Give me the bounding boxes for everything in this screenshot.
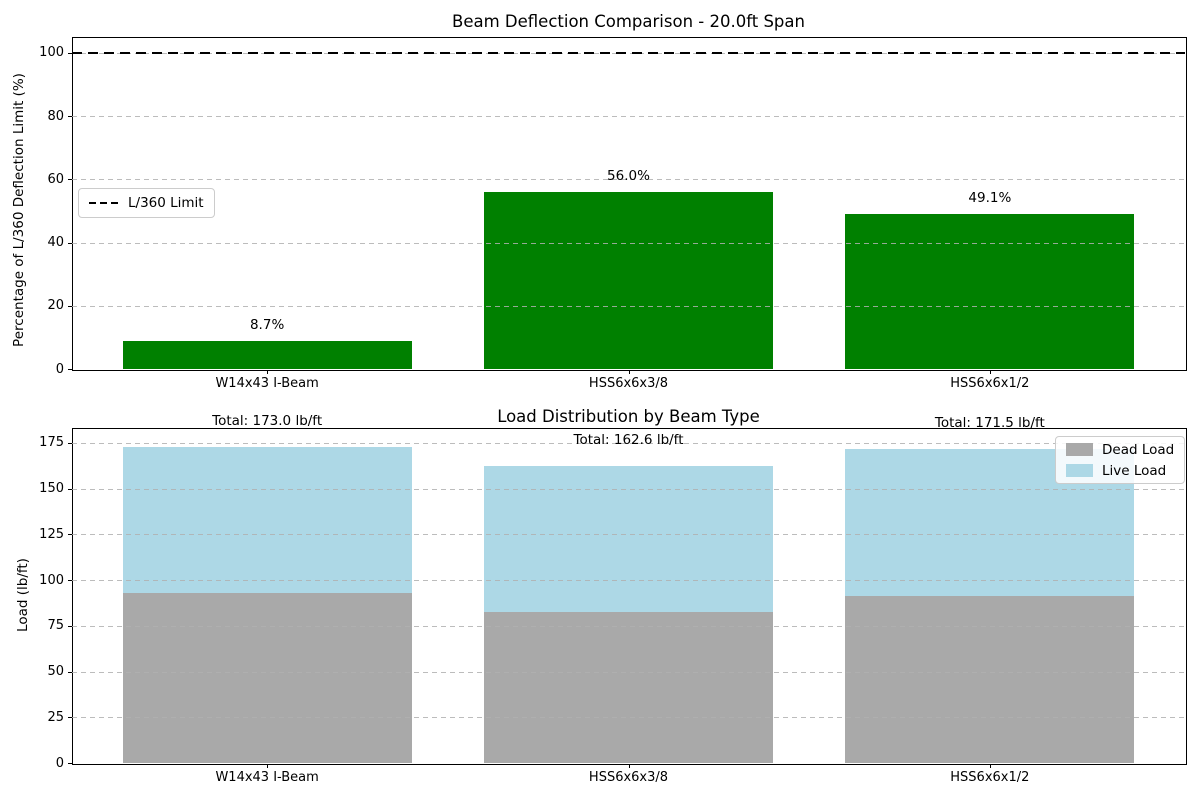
legend-label: Dead Load (1102, 441, 1175, 458)
x-tick-mark (628, 764, 630, 768)
y-tick-label: 80 (47, 108, 64, 124)
x-tick-mark (267, 764, 269, 768)
y-tick-mark (68, 488, 72, 490)
x-tick-mark (989, 764, 991, 768)
legend-entry-dead-load: Dead Load (1066, 442, 1174, 458)
bottom-chart-title: Load Distribution by Beam Type (497, 407, 760, 426)
y-tick-label: 25 (47, 709, 64, 725)
color-patch-icon (1066, 443, 1093, 456)
legend-label: Live Load (1102, 462, 1167, 479)
gridline (72, 116, 1185, 118)
y-tick-label: 125 (39, 526, 64, 542)
y-tick-label: 175 (39, 435, 64, 451)
color-patch-icon (1066, 464, 1093, 477)
y-tick-mark (68, 242, 72, 244)
bar-segment-dead-load (122, 592, 412, 763)
gridline (72, 488, 1185, 490)
gridline (72, 442, 1185, 444)
gridline (72, 717, 1185, 719)
legend-entry-l-360-limit: L/360 Limit (89, 195, 204, 211)
bar-value-label: 8.7% (249, 317, 285, 334)
gridline (72, 179, 1185, 181)
y-tick-mark (68, 671, 72, 673)
bar-value-label: 56.0% (607, 167, 650, 184)
bottom-chart-plot-area (72, 428, 1187, 765)
y-tick-mark (68, 179, 72, 181)
y-tick-label: 100 (39, 572, 64, 588)
gridline (72, 305, 1185, 307)
reference-line-l360-limit (72, 51, 1185, 55)
y-tick-label: 40 (47, 235, 64, 251)
y-tick-label: 75 (47, 618, 64, 634)
gridline (72, 534, 1185, 536)
y-tick-mark (68, 442, 72, 444)
y-tick-mark (68, 52, 72, 54)
gridline (72, 671, 1185, 673)
y-tick-mark (68, 116, 72, 118)
x-tick-label: HSS6x6x1/2 (950, 376, 1030, 391)
y-tick-label: 50 (47, 664, 64, 680)
bottom-chart-legend: Dead Load Live Load (1055, 436, 1186, 484)
total-label: Total: 173.0 lb/ft (212, 412, 323, 429)
deflection-bar (122, 341, 412, 369)
gridline (72, 242, 1185, 244)
x-tick-mark (267, 370, 269, 374)
x-tick-mark (628, 370, 630, 374)
y-tick-mark (68, 717, 72, 719)
y-tick-label: 150 (39, 481, 64, 497)
gridline (72, 625, 1185, 627)
y-tick-label: 60 (47, 171, 64, 187)
legend-entry-live-load: Live Load (1066, 463, 1174, 479)
total-label: Total: 171.5 lb/ft (934, 415, 1045, 432)
x-tick-label: HSS6x6x3/8 (588, 376, 669, 391)
x-tick-mark (989, 370, 991, 374)
x-tick-label: W14x43 I-Beam (215, 770, 319, 785)
y-tick-mark (68, 534, 72, 536)
y-tick-mark (68, 625, 72, 627)
x-tick-label: W14x43 I-Beam (215, 376, 319, 391)
bar-segment-dead-load (845, 595, 1135, 763)
y-tick-mark (68, 763, 72, 764)
y-tick-mark (68, 369, 72, 370)
bar-segment-dead-load (483, 611, 774, 763)
deflection-bar (483, 191, 774, 369)
y-tick-label: 20 (47, 298, 64, 314)
y-tick-label: 0 (55, 755, 64, 771)
legend-label: L/360 Limit (128, 195, 204, 211)
bar-segment-live-load (483, 465, 774, 612)
dashed-line-swatch-icon (89, 201, 119, 205)
y-tick-mark (68, 305, 72, 307)
total-label: Total: 162.6 lb/ft (573, 431, 684, 448)
top-chart-plot-area (72, 37, 1187, 371)
gridline (72, 580, 1185, 582)
top-chart-title: Beam Deflection Comparison - 20.0ft Span (452, 12, 805, 31)
top-chart-legend: L/360 Limit (78, 188, 215, 218)
y-tick-label: 0 (55, 361, 64, 377)
x-tick-label: HSS6x6x3/8 (588, 770, 669, 785)
deflection-bar (845, 213, 1135, 369)
bar-segment-live-load (122, 446, 412, 593)
y-tick-label: 100 (39, 45, 64, 61)
y-tick-mark (68, 580, 72, 582)
x-tick-label: HSS6x6x1/2 (950, 770, 1030, 785)
bar-value-label: 49.1% (968, 189, 1012, 206)
